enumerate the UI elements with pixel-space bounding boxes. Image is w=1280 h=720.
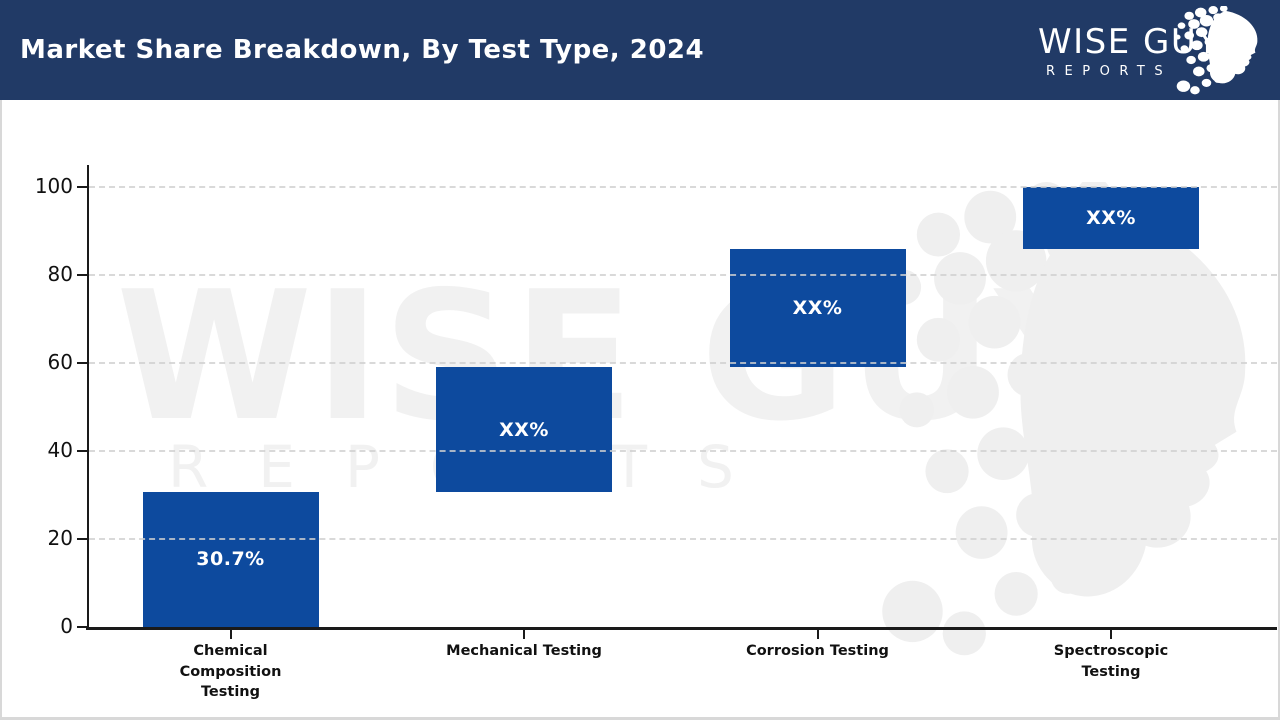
bar-segment: XX% bbox=[436, 367, 612, 492]
y-tick-mark bbox=[77, 186, 87, 188]
x-tick-mark bbox=[1110, 630, 1112, 639]
y-tick-label: 40 bbox=[47, 438, 73, 462]
x-category-label: Chemical Composition Testing bbox=[179, 643, 282, 701]
bar-value-label: 30.7% bbox=[196, 548, 265, 571]
x-axis-spine bbox=[86, 627, 1277, 630]
head-watermark-icon bbox=[873, 182, 1246, 656]
bar-segment: 30.7% bbox=[142, 491, 319, 627]
x-tick-mark bbox=[229, 630, 232, 639]
y-axis-spine bbox=[87, 165, 89, 630]
bar-segment: XX% bbox=[729, 249, 906, 368]
y-tick-label: 80 bbox=[47, 262, 73, 286]
x-tick-mark bbox=[816, 630, 819, 639]
y-tick-mark bbox=[77, 274, 87, 276]
y-tick-label: 100 bbox=[34, 174, 73, 198]
x-category-label: Corrosion Testing bbox=[746, 643, 889, 659]
header-bar: Market Share Breakdown, By Test Type, 20… bbox=[0, 0, 1280, 100]
y-tick-mark bbox=[77, 450, 87, 452]
page-title: Market Share Breakdown, By Test Type, 20… bbox=[20, 35, 705, 65]
logo-reports-text: REPORTS bbox=[1046, 64, 1173, 79]
x-category-label: Spectroscopic Testing bbox=[1053, 643, 1169, 680]
y-tick-mark bbox=[77, 538, 87, 540]
y-tick-label: 20 bbox=[47, 526, 73, 550]
bar-value-label: XX% bbox=[792, 297, 843, 320]
grid-line bbox=[89, 362, 1277, 364]
logo-wordmark: WISE GUY bbox=[1038, 22, 1220, 62]
wise-guy-reports-logo: WISE GUY REPORTS bbox=[1010, 4, 1266, 96]
x-category-label: Mechanical Testing bbox=[446, 643, 602, 659]
bar-value-label: XX% bbox=[1086, 207, 1136, 230]
x-tick-mark bbox=[523, 630, 525, 639]
logo-head-icon bbox=[1174, 6, 1258, 95]
y-tick-label: 60 bbox=[47, 350, 73, 374]
grid-line bbox=[89, 538, 1277, 540]
bar-segment: XX% bbox=[1023, 187, 1199, 250]
y-tick-mark bbox=[77, 626, 87, 628]
grid-line bbox=[89, 274, 1277, 276]
bar-value-label: XX% bbox=[499, 418, 549, 441]
y-tick-label: 0 bbox=[60, 614, 73, 638]
y-tick-mark bbox=[77, 362, 87, 364]
grid-line bbox=[89, 186, 1277, 188]
grid-line bbox=[89, 450, 1277, 452]
